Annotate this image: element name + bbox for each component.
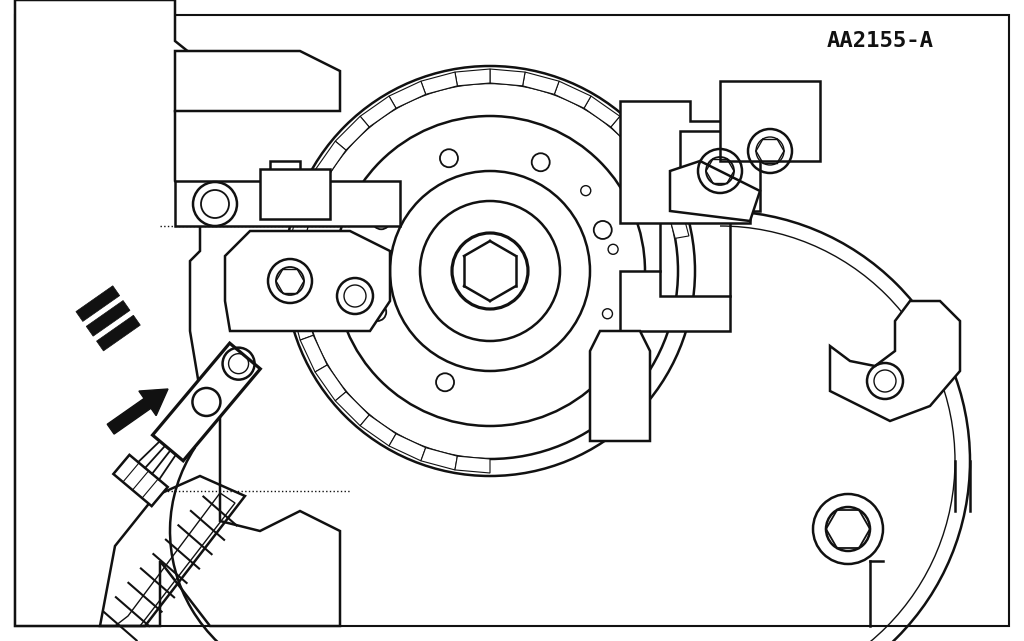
Polygon shape xyxy=(225,231,390,331)
Polygon shape xyxy=(389,434,426,461)
Polygon shape xyxy=(175,161,400,226)
Polygon shape xyxy=(86,301,130,336)
Polygon shape xyxy=(315,141,346,177)
FancyArrow shape xyxy=(108,389,168,434)
Polygon shape xyxy=(300,170,328,206)
Polygon shape xyxy=(335,116,370,150)
Polygon shape xyxy=(522,72,559,94)
Polygon shape xyxy=(288,236,305,271)
Polygon shape xyxy=(315,365,346,401)
Polygon shape xyxy=(680,131,760,211)
Polygon shape xyxy=(584,96,620,127)
Polygon shape xyxy=(360,96,396,127)
Polygon shape xyxy=(634,141,665,177)
Polygon shape xyxy=(554,81,591,108)
Polygon shape xyxy=(490,69,525,86)
Polygon shape xyxy=(360,415,396,446)
Polygon shape xyxy=(830,301,961,421)
Polygon shape xyxy=(15,0,340,626)
Polygon shape xyxy=(670,161,760,221)
Polygon shape xyxy=(421,447,458,470)
Polygon shape xyxy=(291,304,313,340)
Polygon shape xyxy=(620,271,730,331)
Polygon shape xyxy=(335,392,370,426)
Polygon shape xyxy=(667,202,689,238)
Polygon shape xyxy=(96,315,140,351)
Polygon shape xyxy=(114,455,168,506)
Polygon shape xyxy=(389,81,426,108)
Text: AA2155-A: AA2155-A xyxy=(826,31,934,51)
Polygon shape xyxy=(76,286,120,321)
Polygon shape xyxy=(590,331,650,441)
Polygon shape xyxy=(620,101,750,223)
Polygon shape xyxy=(611,116,645,150)
Bar xyxy=(260,169,330,219)
Polygon shape xyxy=(455,456,490,473)
Polygon shape xyxy=(288,271,305,306)
Polygon shape xyxy=(720,81,820,161)
Polygon shape xyxy=(653,170,680,206)
Polygon shape xyxy=(175,51,340,111)
Polygon shape xyxy=(300,335,328,372)
Polygon shape xyxy=(421,72,458,94)
Polygon shape xyxy=(153,343,260,461)
Polygon shape xyxy=(455,69,490,86)
Polygon shape xyxy=(291,202,313,238)
